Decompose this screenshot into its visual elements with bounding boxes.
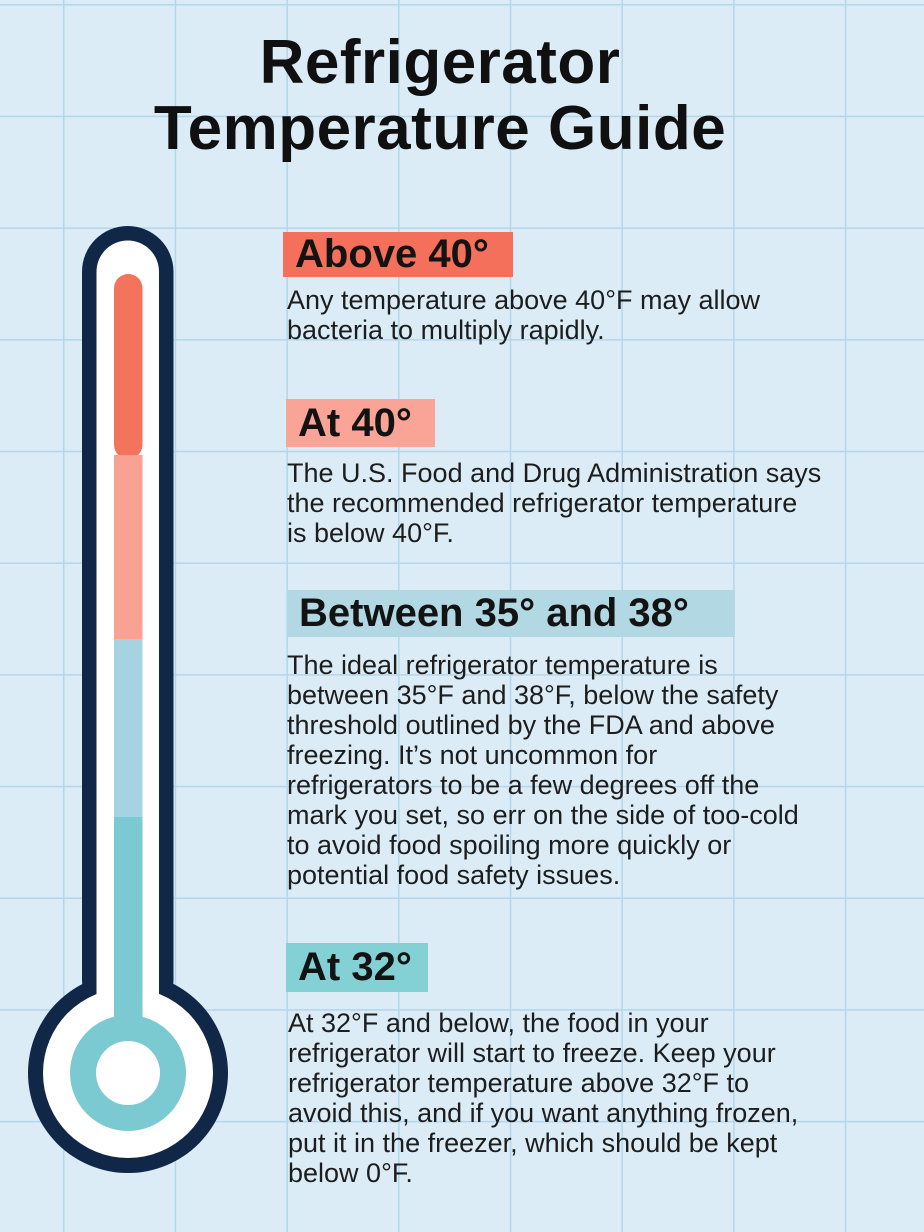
badge-between-35-38: Between 35° and 38° (287, 590, 735, 637)
section-body-between-35-38: The ideal refrigerator temperature is be… (287, 650, 799, 890)
thermometer-segment-between-35-38 (114, 639, 143, 817)
badge-above-40: Above 40° (283, 232, 513, 277)
thermometer-bulb-hole (96, 1041, 160, 1105)
section-body-at-40: The U.S. Food and Drug Administration sa… (287, 458, 822, 548)
page-title: Refrigerator Temperature Guide (153, 28, 727, 163)
thermometer-illustration (28, 226, 228, 1173)
thermometer-segment-above-40 (114, 274, 143, 459)
thermometer-segment-at-32-stem (114, 817, 143, 1042)
thermometer-segment-at-40 (114, 455, 143, 639)
section-body-above-40: Any temperature above 40°F may allow bac… (287, 285, 761, 345)
section-body-at-32: At 32°F and below, the food in your refr… (288, 1008, 799, 1188)
badge-at-40: At 40° (286, 399, 435, 447)
badge-at-32: At 32° (286, 943, 428, 992)
